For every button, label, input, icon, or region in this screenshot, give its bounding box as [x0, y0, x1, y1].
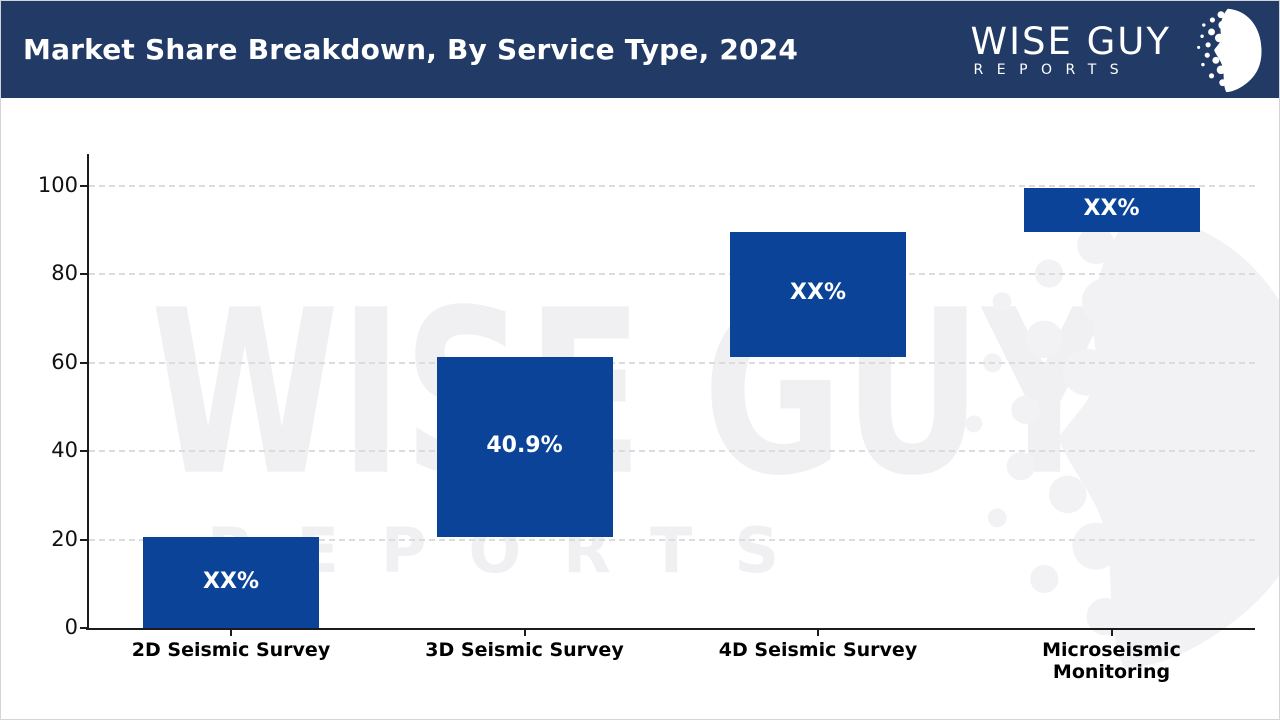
wiseguy-logo-line2: REPORTS: [973, 61, 1133, 78]
x-tick-mark-4: [1110, 630, 1113, 636]
y-tick-mark-20: [80, 538, 89, 541]
y-tick-label-100: 100: [37, 173, 78, 197]
gridline-20: [89, 538, 1255, 541]
wiseguy-logo-text: WISE GUY REPORTS: [971, 23, 1171, 77]
category-label-4: Microseismic Monitoring: [1042, 639, 1181, 683]
header-bar: Market Share Breakdown, By Service Type,…: [1, 1, 1279, 98]
gridline-60: [89, 361, 1255, 364]
bar-label-3: XX%: [790, 280, 846, 306]
y-tick-label-20: 20: [51, 526, 78, 551]
wiseguy-logo: WISE GUY REPORTS: [971, 7, 1267, 93]
wiseguy-logo-line1: WISE GUY: [970, 19, 1171, 63]
bar-label-1: XX%: [203, 568, 259, 594]
y-tick-mark-80: [80, 273, 89, 276]
y-tick-mark-0: [80, 627, 89, 629]
bar-1: [143, 537, 319, 628]
y-tick-mark-40: [80, 450, 89, 453]
bar-2: [436, 356, 613, 538]
x-tick-mark-1: [230, 630, 232, 636]
x-axis-line: [86, 628, 1255, 630]
x-tick-mark-3: [817, 630, 819, 636]
bar-3: [730, 231, 906, 357]
category-label-1: 2D Seismic Survey: [131, 639, 331, 661]
y-tick-label-40: 40: [51, 438, 78, 463]
gridline-80: [89, 273, 1255, 276]
y-tick-label-0: 0: [64, 615, 78, 639]
bar-label-2: 40.9%: [486, 433, 563, 458]
category-label-2: 3D Seismic Survey: [425, 639, 624, 661]
y-tick-mark-100: [80, 185, 89, 187]
y-tick-mark-60: [80, 361, 89, 364]
y-tick-label-80: 80: [51, 261, 78, 286]
x-tick-mark-2: [523, 630, 526, 636]
y-tick-label-60: 60: [51, 349, 78, 374]
gridline-40: [89, 450, 1255, 453]
waterfall-chart: WISE GUY REPORTS 0 20 40 60 80 100 XX% 2D Seism…: [1, 98, 1279, 719]
category-label-3: 4D Seismic Survey: [718, 639, 918, 661]
y-axis-line: [87, 154, 89, 630]
gridline-100: [89, 185, 1255, 187]
wiseguy-face-icon: [1197, 8, 1262, 92]
watermark-face-icon: [965, 212, 1279, 669]
page-title: Market Share Breakdown, By Service Type,…: [23, 33, 799, 66]
bar-label-4: XX%: [1083, 196, 1140, 222]
